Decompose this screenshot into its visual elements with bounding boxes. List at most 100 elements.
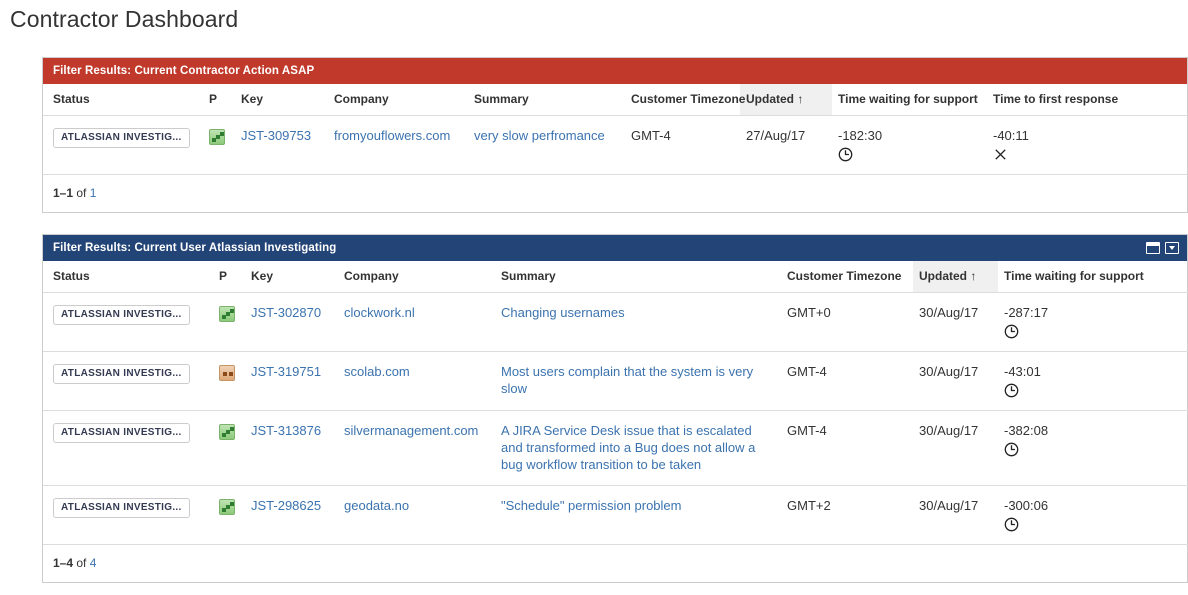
column-header-status[interactable]: Status — [43, 84, 203, 116]
cell-key: JST-298625 — [245, 485, 338, 545]
company-link[interactable]: scolab.com — [344, 364, 410, 379]
clock-icon — [1004, 383, 1019, 398]
column-header-summary[interactable]: Summary — [495, 261, 781, 293]
column-header-time-to-first-response[interactable]: Time to first response — [987, 84, 1187, 116]
cell-updated: 30/Aug/17 — [913, 351, 998, 411]
gadget-header: Filter Results: Current Contractor Actio… — [43, 58, 1187, 84]
issues-table: Status P Key Company Summary Customer Ti… — [43, 84, 1187, 175]
cell-customer-timezone: GMT+0 — [781, 292, 913, 352]
cell-status: ATLASSIAN INVESTIG... — [43, 115, 203, 175]
dropdown-icon[interactable] — [1165, 242, 1179, 254]
column-header-updated[interactable]: Updated ↑ — [740, 84, 832, 116]
gadget-contractor-action-asap: Filter Results: Current Contractor Actio… — [42, 57, 1188, 213]
column-header-updated[interactable]: Updated ↑ — [913, 261, 998, 293]
table-row[interactable]: ATLASSIAN INVESTIG... JST-302870 clockwo… — [43, 292, 1188, 352]
company-link[interactable]: clockwork.nl — [344, 305, 415, 320]
issue-key-link[interactable]: JST-302870 — [251, 305, 322, 320]
time-first-response-value: -40:11 — [993, 128, 1029, 143]
cell-priority — [213, 485, 245, 545]
cell-company: geodata.no — [338, 485, 495, 545]
time-waiting-value: -182:30 — [838, 128, 883, 143]
page-title: Contractor Dashboard — [10, 6, 239, 32]
cell-customer-timezone: GMT-4 — [781, 351, 913, 411]
status-badge: ATLASSIAN INVESTIG... — [53, 498, 190, 518]
cell-company: silvermanagement.com — [338, 410, 495, 486]
x-icon — [993, 147, 1008, 162]
cell-key: JST-319751 — [245, 351, 338, 411]
cell-time-waiting-for-support: -43:01 — [998, 351, 1188, 411]
table-header-row: Status P Key Company Summary Customer Ti… — [43, 261, 1188, 293]
time-waiting-value: -382:08 — [1004, 423, 1049, 438]
column-header-summary[interactable]: Summary — [468, 84, 625, 116]
cell-key: JST-313876 — [245, 410, 338, 486]
summary-link[interactable]: A JIRA Service Desk issue that is escala… — [501, 423, 756, 472]
result-total-link[interactable]: 1 — [89, 186, 97, 200]
status-badge: ATLASSIAN INVESTIG... — [53, 364, 190, 384]
cell-time-waiting-for-support: -182:30 — [832, 115, 987, 175]
time-waiting-value: -300:06 — [1004, 498, 1049, 513]
status-badge: ATLASSIAN INVESTIG... — [53, 423, 190, 443]
cell-time-waiting-for-support: -300:06 — [998, 485, 1188, 545]
cell-summary: "Schedule" permission problem — [495, 485, 781, 545]
column-header-updated-label: Updated — [919, 269, 967, 283]
column-header-company[interactable]: Company — [328, 84, 468, 116]
issue-key-link[interactable]: JST-313876 — [251, 423, 322, 438]
gadget-title: Filter Results: Current User Atlassian I… — [53, 242, 337, 254]
column-header-customer-timezone[interactable]: Customer Timezone — [781, 261, 913, 293]
time-waiting-value: -287:17 — [1004, 305, 1049, 320]
column-header-priority[interactable]: P — [203, 84, 235, 116]
status-badge: ATLASSIAN INVESTIG... — [53, 305, 190, 325]
cell-customer-timezone: GMT-4 — [625, 115, 740, 175]
summary-link[interactable]: Most users complain that the system is v… — [501, 364, 754, 396]
priority-minor-green-icon — [219, 498, 235, 515]
summary-link[interactable]: Changing usernames — [501, 305, 625, 320]
column-header-status[interactable]: Status — [43, 261, 213, 293]
cell-status: ATLASSIAN INVESTIG... — [43, 485, 213, 545]
gadget-footer: 1–1 of 1 — [43, 175, 1187, 212]
gadget-title: Filter Results: Current Contractor Actio… — [53, 65, 315, 77]
company-link[interactable]: silvermanagement.com — [344, 423, 479, 438]
cell-status: ATLASSIAN INVESTIG... — [43, 292, 213, 352]
result-of-label: of — [76, 186, 87, 200]
cell-priority — [203, 115, 235, 175]
table-row[interactable]: ATLASSIAN INVESTIG... JST-319751 scolab.… — [43, 351, 1188, 411]
cell-priority — [213, 292, 245, 352]
cell-summary: Changing usernames — [495, 292, 781, 352]
priority-minor-green-icon — [219, 423, 235, 440]
column-header-key[interactable]: Key — [245, 261, 338, 293]
cell-customer-timezone: GMT+2 — [781, 485, 913, 545]
column-header-priority[interactable]: P — [213, 261, 245, 293]
gadget-user-atlassian-investigating: Filter Results: Current User Atlassian I… — [42, 234, 1188, 583]
cell-company: clockwork.nl — [338, 292, 495, 352]
cell-time-to-first-response: -40:11 — [987, 115, 1187, 175]
priority-minor-green-icon — [209, 128, 225, 145]
issue-key-link[interactable]: JST-298625 — [251, 498, 322, 513]
column-header-time-waiting-for-support[interactable]: Time waiting for support — [832, 84, 987, 116]
minimize-icon[interactable] — [1146, 242, 1160, 254]
clock-icon — [838, 147, 853, 162]
cell-customer-timezone: GMT-4 — [781, 410, 913, 486]
summary-link[interactable]: "Schedule" permission problem — [501, 498, 682, 513]
column-header-company[interactable]: Company — [338, 261, 495, 293]
cell-status: ATLASSIAN INVESTIG... — [43, 410, 213, 486]
table-row[interactable]: ATLASSIAN INVESTIG... JST-313876 silverm… — [43, 410, 1188, 486]
result-total-link[interactable]: 4 — [89, 556, 97, 570]
cell-time-waiting-for-support: -382:08 — [998, 410, 1188, 486]
summary-link[interactable]: very slow perfromance — [474, 128, 605, 143]
cell-priority — [213, 410, 245, 486]
result-range: 1–1 — [53, 186, 74, 200]
column-header-key[interactable]: Key — [235, 84, 328, 116]
cell-company: fromyouflowers.com — [328, 115, 468, 175]
sort-ascending-icon: ↑ — [797, 92, 804, 106]
company-link[interactable]: geodata.no — [344, 498, 410, 513]
company-link[interactable]: fromyouflowers.com — [334, 128, 451, 143]
table-row[interactable]: ATLASSIAN INVESTIG... JST-298625 geodata… — [43, 485, 1188, 545]
column-header-time-waiting-for-support[interactable]: Time waiting for support — [998, 261, 1188, 293]
issue-key-link[interactable]: JST-309753 — [241, 128, 312, 143]
issue-key-link[interactable]: JST-319751 — [251, 364, 322, 379]
cell-updated: 27/Aug/17 — [740, 115, 832, 175]
clock-icon — [1004, 517, 1019, 532]
table-row[interactable]: ATLASSIAN INVESTIG... JST-309753 fromyou… — [43, 115, 1187, 175]
column-header-customer-timezone[interactable]: Customer Timezone — [625, 84, 745, 116]
column-header-updated-label: Updated — [746, 92, 794, 106]
